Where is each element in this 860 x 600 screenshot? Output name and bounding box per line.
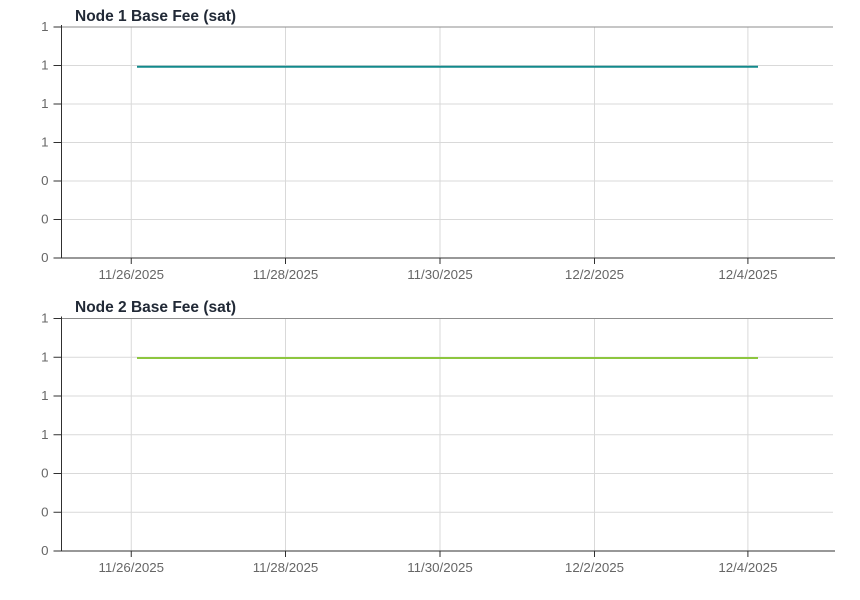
svg-text:Node 1 Base Fee (sat): Node 1 Base Fee (sat) <box>75 8 236 25</box>
svg-text:1: 1 <box>41 96 48 111</box>
svg-text:0: 0 <box>41 173 48 188</box>
svg-text:11/28/2025: 11/28/2025 <box>253 560 319 575</box>
svg-text:12/4/2025: 12/4/2025 <box>718 267 777 282</box>
svg-text:0: 0 <box>41 212 48 227</box>
svg-text:11/26/2025: 11/26/2025 <box>98 560 164 575</box>
svg-text:12/4/2025: 12/4/2025 <box>718 560 777 575</box>
svg-text:1: 1 <box>41 19 48 34</box>
svg-text:1: 1 <box>41 349 48 364</box>
svg-text:Node 2 Base Fee (sat): Node 2 Base Fee (sat) <box>75 299 236 316</box>
svg-text:12/2/2025: 12/2/2025 <box>565 267 624 282</box>
svg-text:1: 1 <box>41 135 48 150</box>
svg-text:11/26/2025: 11/26/2025 <box>98 267 164 282</box>
svg-text:1: 1 <box>41 58 48 73</box>
svg-text:11/30/2025: 11/30/2025 <box>407 560 473 575</box>
svg-text:11/28/2025: 11/28/2025 <box>253 267 319 282</box>
svg-text:11/30/2025: 11/30/2025 <box>407 267 473 282</box>
svg-text:1: 1 <box>41 427 48 442</box>
svg-text:1: 1 <box>41 311 48 326</box>
svg-text:0: 0 <box>41 504 48 519</box>
svg-text:12/2/2025: 12/2/2025 <box>565 560 624 575</box>
svg-text:0: 0 <box>41 543 48 558</box>
svg-text:1: 1 <box>41 388 48 403</box>
svg-text:0: 0 <box>41 250 48 265</box>
svg-text:0: 0 <box>41 466 48 481</box>
